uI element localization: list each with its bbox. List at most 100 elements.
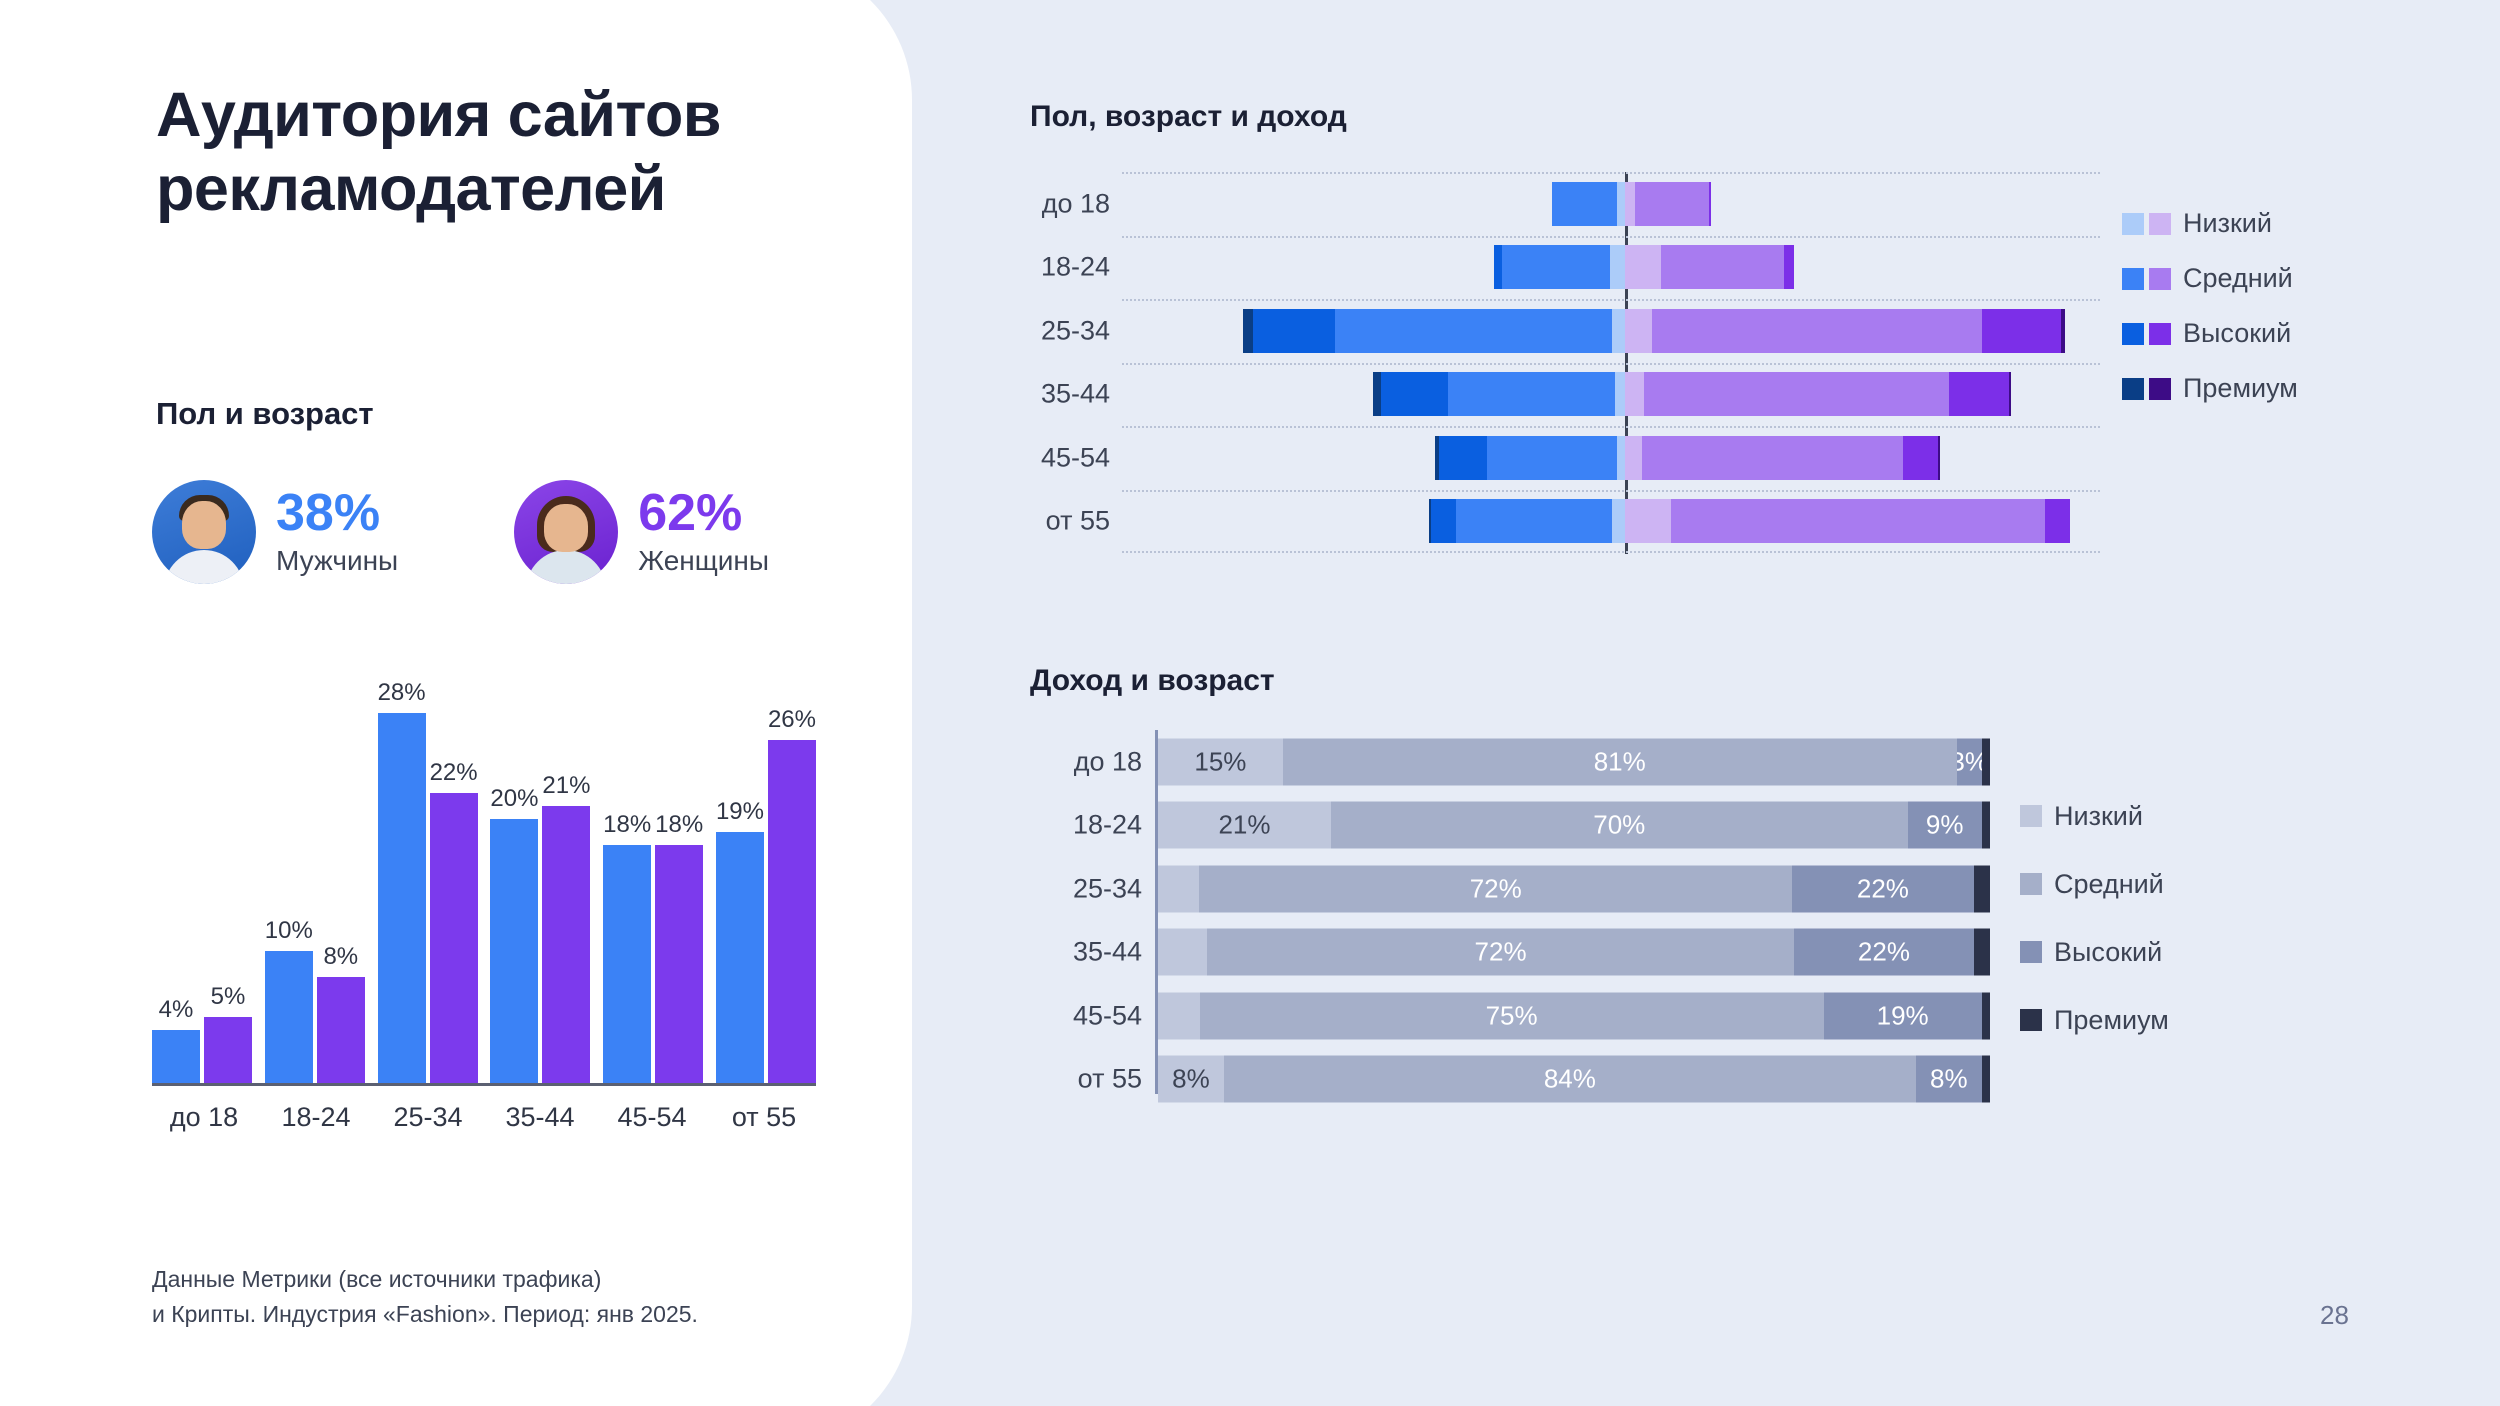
ia-legend-label: Премиум (2054, 1004, 2169, 1035)
gai-segment-female-high (1949, 372, 2009, 417)
age-bar-female: 5% (204, 983, 252, 1083)
age-bar-group: 20% 21% (490, 772, 590, 1083)
gai-legend-label: Низкий (2183, 208, 2272, 238)
age-bar (429, 793, 478, 1083)
ia-segment-prem (1981, 738, 1990, 786)
ia-segment-mid: 84% (1223, 1055, 1916, 1103)
ia-legend-item[interactable]: Низкий (2020, 782, 2169, 850)
age-bar-female: 26% (768, 706, 816, 1083)
gai-bar-track (1122, 181, 2100, 226)
gai-row: 35-44 (1030, 362, 2100, 427)
gai-segment-male-low (1611, 499, 1625, 544)
ia-legend-item[interactable]: Средний (2020, 850, 2169, 918)
gai-category-label: 35-44 (1040, 378, 1110, 409)
ia-segment-low (1158, 992, 1200, 1040)
age-bar (152, 1030, 200, 1083)
gai-segment-male-high (1438, 435, 1487, 480)
gai-segment-male-mid (1552, 181, 1618, 226)
gai-legend-swatch (2122, 322, 2171, 345)
ia-row: 35-44 72% 22% (1030, 921, 1990, 985)
ia-segment-low: 8% (1158, 1055, 1224, 1103)
gai-gridline (1122, 551, 2100, 553)
gai-segment-male-prem (1429, 499, 1432, 544)
ia-row: от 55 8% 84% 8% (1030, 1048, 1990, 1112)
age-bar-female: 21% (542, 772, 590, 1083)
age-axis-tick: до 18 (169, 1101, 239, 1132)
ia-legend-swatch (2020, 1009, 2042, 1031)
gai-segment-female-high (1784, 245, 1794, 290)
gai-gridline (1122, 489, 2100, 492)
gai-segment-female-mid (1671, 499, 2046, 544)
gai-segment-female-high (1982, 308, 2061, 353)
source-note: Данные Метрики (все источники трафика) и… (152, 1266, 698, 1327)
age-bar-female: 22% (429, 759, 478, 1083)
age-bar-group: 19% 26% (716, 706, 816, 1083)
ia-bar-track: 72% 22% (1158, 928, 1990, 976)
gai-legend-item[interactable]: Средний (2122, 251, 2298, 306)
gai-legend-item[interactable]: Низкий (2122, 196, 2298, 251)
ia-legend-item[interactable]: Высокий (2020, 918, 2169, 986)
gai-segment-male-high (1381, 372, 1449, 417)
age-bar-female: 18% (655, 811, 703, 1083)
age-bar-value-label: 5% (210, 983, 246, 1010)
male-percent: 38% (276, 484, 381, 542)
gai-segment-male-low (1611, 308, 1625, 353)
ia-segment-low (1158, 865, 1200, 913)
gai-legend-swatch (2122, 212, 2171, 235)
gai-segment-female-mid (1651, 308, 1983, 353)
gai-segment-male-mid (1502, 245, 1610, 290)
ia-segment-low: 15% (1158, 738, 1283, 786)
ia-row: 25-34 72% 22% (1030, 857, 1990, 921)
age-bar-value-label: 20% (490, 785, 539, 812)
ia-row: 18-24 21% 70% 9% (1030, 794, 1990, 858)
ia-bar-track: 8% 84% 8% (1158, 1055, 1990, 1103)
gai-segment-male-high (1431, 499, 1457, 544)
age-bar-group: 18% 18% (603, 811, 703, 1083)
gender-stat-male: 38% Мужчины (152, 480, 398, 584)
gai-segment-male-high (1252, 308, 1336, 353)
age-axis-tick: 25-34 (393, 1101, 463, 1132)
ia-segment-prem (1973, 928, 1990, 976)
gai-category-label: 18-24 (1040, 251, 1110, 282)
age-bar-group: 10% 8% (265, 917, 365, 1083)
age-gender-bar-plot: 4% 5% 10% 8% 28% 22% 20% 21% 18% 18% 19% 26% (152, 679, 816, 1086)
ia-segment-mid: 81% (1282, 738, 1957, 786)
gai-legend-item[interactable]: Премиум (2122, 361, 2298, 416)
age-axis-tick: 35-44 (505, 1101, 575, 1132)
age-bar (204, 1017, 252, 1083)
gai-row: от 55 (1030, 489, 2100, 553)
ia-category-label: 25-34 (1072, 873, 1142, 904)
gender-age-income-legend: Низкий Средний Высокий Премиум (2122, 196, 2298, 416)
ia-category-label: до 18 (1073, 746, 1142, 777)
gai-segment-male-prem (1242, 308, 1253, 353)
age-bar (603, 845, 652, 1083)
gender-stat-female: 62% Женщины (514, 480, 769, 584)
ia-legend-swatch (2020, 873, 2042, 895)
gai-gridline (1122, 426, 2100, 428)
gai-legend-item[interactable]: Высокий (2122, 306, 2298, 361)
gai-segment-female-high (1709, 181, 1712, 226)
gai-bar-track (1122, 308, 2100, 353)
gai-legend-swatch (2122, 377, 2171, 400)
age-bar-male: 10% (265, 917, 313, 1083)
age-bar (490, 819, 539, 1083)
age-bar-value-label: 28% (377, 679, 426, 706)
section-title-income-age: Доход и возраст (1030, 664, 1275, 697)
age-bar-male: 4% (152, 996, 200, 1083)
gai-segment-male-low (1609, 245, 1625, 290)
age-bar-group: 4% 5% (152, 983, 252, 1083)
ia-row: до 18 15%81%3% (1030, 730, 1990, 794)
age-bar-female: 8% (316, 943, 365, 1083)
ia-legend-item[interactable]: Премиум (2020, 986, 2169, 1054)
ia-segment-high: 3% (1956, 738, 1982, 786)
gai-category-label: 25-34 (1040, 315, 1110, 346)
ia-segment-high: 19% (1823, 992, 1982, 1040)
ia-bar-track: 75% 19% (1158, 992, 1990, 1040)
gai-gridline (1122, 172, 2100, 174)
left-white-card (0, 0, 912, 1406)
gai-segment-female-low (1625, 372, 1645, 417)
gai-segment-female-mid (1644, 372, 1950, 417)
ia-legend-label: Низкий (2054, 800, 2143, 831)
gai-segment-female-prem (1937, 435, 1940, 480)
gai-legend-label: Средний (2183, 263, 2293, 293)
